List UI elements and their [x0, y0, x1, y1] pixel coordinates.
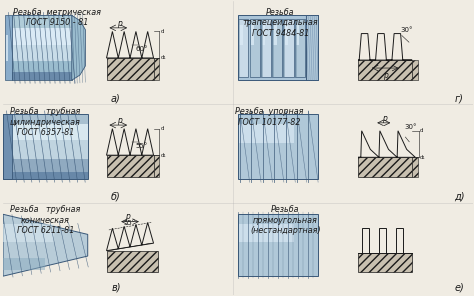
- Bar: [107, 251, 158, 272]
- Bar: [3, 114, 88, 124]
- Bar: [238, 19, 240, 77]
- Text: 55°: 55°: [124, 220, 136, 226]
- Text: р: р: [125, 212, 130, 221]
- Bar: [3, 124, 88, 140]
- Text: d: d: [420, 128, 424, 133]
- Bar: [3, 114, 11, 179]
- Bar: [283, 19, 285, 77]
- Bar: [272, 19, 274, 77]
- Bar: [238, 223, 294, 242]
- Bar: [107, 58, 154, 80]
- Bar: [3, 140, 88, 160]
- Bar: [3, 258, 46, 270]
- Text: d₁: d₁: [161, 153, 166, 158]
- Bar: [358, 253, 412, 272]
- Bar: [238, 114, 318, 179]
- Bar: [283, 19, 294, 77]
- Text: а): а): [111, 94, 121, 104]
- Bar: [12, 61, 72, 73]
- Text: р: р: [117, 116, 122, 125]
- Bar: [238, 114, 318, 179]
- Bar: [238, 15, 318, 80]
- Bar: [272, 19, 283, 77]
- Text: е): е): [454, 282, 464, 292]
- Text: Резьба   трубная
коническая
ГОСТ 6211-81: Резьба трубная коническая ГОСТ 6211-81: [10, 205, 81, 235]
- Text: р: р: [382, 114, 386, 123]
- Text: г): г): [455, 94, 464, 104]
- Bar: [306, 15, 318, 80]
- Text: 30°: 30°: [400, 27, 413, 33]
- Bar: [5, 15, 12, 80]
- Polygon shape: [358, 228, 412, 253]
- Text: Резьба  упорная
ГОСТ 10177-82: Резьба упорная ГОСТ 10177-82: [235, 107, 303, 127]
- Bar: [295, 19, 297, 77]
- Bar: [295, 19, 305, 77]
- Bar: [3, 223, 54, 242]
- Polygon shape: [3, 214, 88, 276]
- Bar: [12, 15, 72, 80]
- Text: 60°: 60°: [136, 46, 148, 52]
- Bar: [3, 173, 88, 179]
- Polygon shape: [358, 33, 412, 60]
- Bar: [306, 15, 318, 80]
- Text: р: р: [383, 71, 388, 80]
- Text: б): б): [111, 192, 121, 202]
- Bar: [154, 58, 159, 80]
- Bar: [12, 45, 72, 61]
- Bar: [12, 28, 72, 45]
- Bar: [412, 157, 418, 178]
- Text: Резьба   трубная
цилиндрическая
ГОСТ 6357-81: Резьба трубная цилиндрическая ГОСТ 6357-…: [10, 107, 81, 137]
- Bar: [238, 124, 294, 143]
- Bar: [249, 19, 260, 77]
- Text: 55°: 55°: [136, 143, 148, 149]
- Bar: [249, 19, 251, 77]
- Bar: [296, 25, 300, 45]
- Bar: [238, 214, 318, 276]
- Text: d: d: [161, 126, 164, 131]
- Bar: [154, 155, 159, 178]
- Bar: [262, 25, 265, 45]
- Polygon shape: [107, 129, 154, 155]
- Bar: [261, 19, 263, 77]
- Bar: [261, 19, 271, 77]
- Bar: [251, 25, 254, 45]
- Text: Резьба
трапецеидальная
ГОСТ 9484-81: Резьба трапецеидальная ГОСТ 9484-81: [243, 8, 319, 38]
- Bar: [358, 157, 412, 178]
- Text: д): д): [454, 192, 465, 202]
- Bar: [3, 160, 88, 173]
- Polygon shape: [358, 131, 415, 157]
- Text: d₁: d₁: [420, 155, 426, 160]
- Text: d: d: [161, 29, 164, 34]
- Text: d₁: d₁: [161, 55, 166, 60]
- Text: Резьба
прямоугольная
(нестандартная): Резьба прямоугольная (нестандартная): [250, 205, 320, 235]
- Bar: [284, 25, 288, 45]
- Text: р: р: [117, 19, 122, 28]
- Bar: [6, 35, 8, 61]
- Bar: [12, 73, 72, 80]
- Bar: [412, 60, 418, 80]
- Bar: [12, 15, 72, 28]
- Text: в): в): [111, 282, 121, 292]
- Bar: [239, 25, 243, 45]
- Text: 30°: 30°: [404, 125, 417, 131]
- Bar: [3, 114, 88, 179]
- Polygon shape: [72, 15, 85, 80]
- Bar: [273, 25, 277, 45]
- Bar: [238, 214, 318, 276]
- Bar: [107, 155, 154, 178]
- Bar: [238, 15, 306, 80]
- Bar: [238, 19, 248, 77]
- Polygon shape: [107, 223, 154, 251]
- Polygon shape: [107, 31, 154, 58]
- Text: Резьба  метрическая
ГОСТ 9150 - 81: Резьба метрическая ГОСТ 9150 - 81: [13, 8, 101, 28]
- Bar: [358, 60, 412, 80]
